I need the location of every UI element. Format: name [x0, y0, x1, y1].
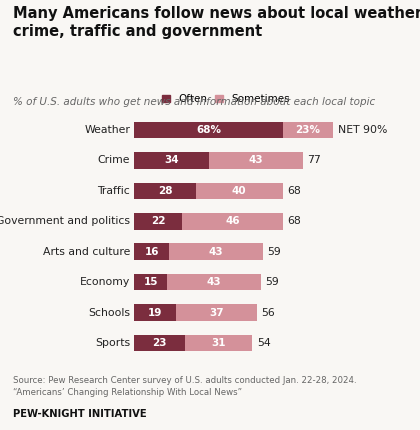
Text: 68: 68 — [287, 216, 301, 226]
Bar — [134, 122, 283, 138]
Text: 40: 40 — [232, 186, 247, 196]
Text: 19: 19 — [148, 307, 163, 317]
Text: 68: 68 — [287, 186, 301, 196]
Text: 56: 56 — [261, 307, 275, 317]
Text: PEW-KNIGHT INITIATIVE: PEW-KNIGHT INITIATIVE — [13, 409, 146, 419]
Text: 31: 31 — [211, 338, 226, 348]
Text: 16: 16 — [144, 247, 159, 257]
Text: Weather: Weather — [84, 125, 130, 135]
Bar — [134, 213, 182, 230]
Bar — [134, 182, 196, 199]
Text: 22: 22 — [151, 216, 165, 226]
Bar — [134, 304, 176, 321]
Text: Government and politics: Government and politics — [0, 216, 130, 226]
Text: Crime: Crime — [97, 156, 130, 166]
Text: 54: 54 — [257, 338, 270, 348]
Text: 59: 59 — [268, 247, 281, 257]
Text: Schools: Schools — [88, 307, 130, 317]
Bar — [169, 243, 263, 260]
Text: 43: 43 — [248, 156, 263, 166]
Text: Sports: Sports — [95, 338, 130, 348]
Text: 15: 15 — [144, 277, 158, 287]
Bar — [176, 304, 257, 321]
Bar — [196, 182, 283, 199]
Bar — [167, 274, 261, 291]
Text: Many Americans follow news about local weather,
crime, traffic and government: Many Americans follow news about local w… — [13, 6, 420, 40]
Text: Traffic: Traffic — [97, 186, 130, 196]
Text: % of U.S. adults who get news and information about each local topic: % of U.S. adults who get news and inform… — [13, 97, 375, 107]
Text: 77: 77 — [307, 156, 321, 166]
Bar — [209, 152, 302, 169]
Text: 28: 28 — [158, 186, 172, 196]
Text: Source: Pew Research Center survey of U.S. adults conducted Jan. 22-28, 2024.
“A: Source: Pew Research Center survey of U.… — [13, 376, 356, 397]
Bar — [134, 335, 185, 351]
Text: 37: 37 — [209, 307, 223, 317]
Text: 46: 46 — [226, 216, 240, 226]
Bar — [134, 152, 209, 169]
Text: NET 90%: NET 90% — [338, 125, 387, 135]
Bar — [134, 274, 167, 291]
Legend: Often, Sometimes: Often, Sometimes — [162, 94, 290, 104]
Text: 23: 23 — [152, 338, 167, 348]
Text: 34: 34 — [164, 156, 179, 166]
Text: Economy: Economy — [80, 277, 130, 287]
Text: Arts and culture: Arts and culture — [43, 247, 130, 257]
Text: 59: 59 — [265, 277, 279, 287]
Bar — [185, 335, 252, 351]
Text: 43: 43 — [209, 247, 223, 257]
Bar — [134, 243, 169, 260]
Text: 68%: 68% — [196, 125, 221, 135]
Text: 43: 43 — [207, 277, 221, 287]
Text: 23%: 23% — [296, 125, 320, 135]
Bar — [182, 213, 283, 230]
Bar — [283, 122, 333, 138]
